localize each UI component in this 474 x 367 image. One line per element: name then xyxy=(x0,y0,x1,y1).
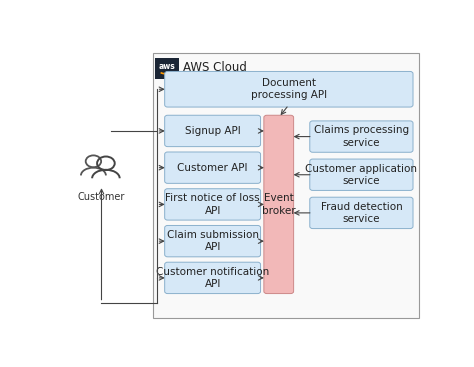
FancyBboxPatch shape xyxy=(164,262,261,294)
Text: Event
broker: Event broker xyxy=(262,193,296,215)
Text: aws: aws xyxy=(158,62,175,71)
Text: Signup API: Signup API xyxy=(185,126,240,136)
FancyBboxPatch shape xyxy=(310,121,413,152)
FancyBboxPatch shape xyxy=(164,152,261,184)
Text: Customer application
service: Customer application service xyxy=(305,164,418,186)
Text: Customer API: Customer API xyxy=(177,163,248,172)
FancyBboxPatch shape xyxy=(164,72,413,107)
FancyBboxPatch shape xyxy=(153,52,419,318)
FancyBboxPatch shape xyxy=(264,115,293,294)
Text: Fraud detection
service: Fraud detection service xyxy=(320,202,402,224)
FancyBboxPatch shape xyxy=(164,189,261,220)
FancyBboxPatch shape xyxy=(310,197,413,229)
FancyBboxPatch shape xyxy=(310,159,413,190)
FancyBboxPatch shape xyxy=(155,58,179,79)
Text: First notice of loss
API: First notice of loss API xyxy=(165,193,260,215)
FancyBboxPatch shape xyxy=(164,225,261,257)
Text: Claims processing
service: Claims processing service xyxy=(314,126,409,148)
Text: Customer: Customer xyxy=(78,192,125,202)
Text: AWS Cloud: AWS Cloud xyxy=(183,61,247,74)
Text: Customer notification
API: Customer notification API xyxy=(156,267,269,289)
Text: Claim submission
API: Claim submission API xyxy=(167,230,259,252)
FancyBboxPatch shape xyxy=(164,115,261,147)
Text: Document
processing API: Document processing API xyxy=(251,78,327,101)
